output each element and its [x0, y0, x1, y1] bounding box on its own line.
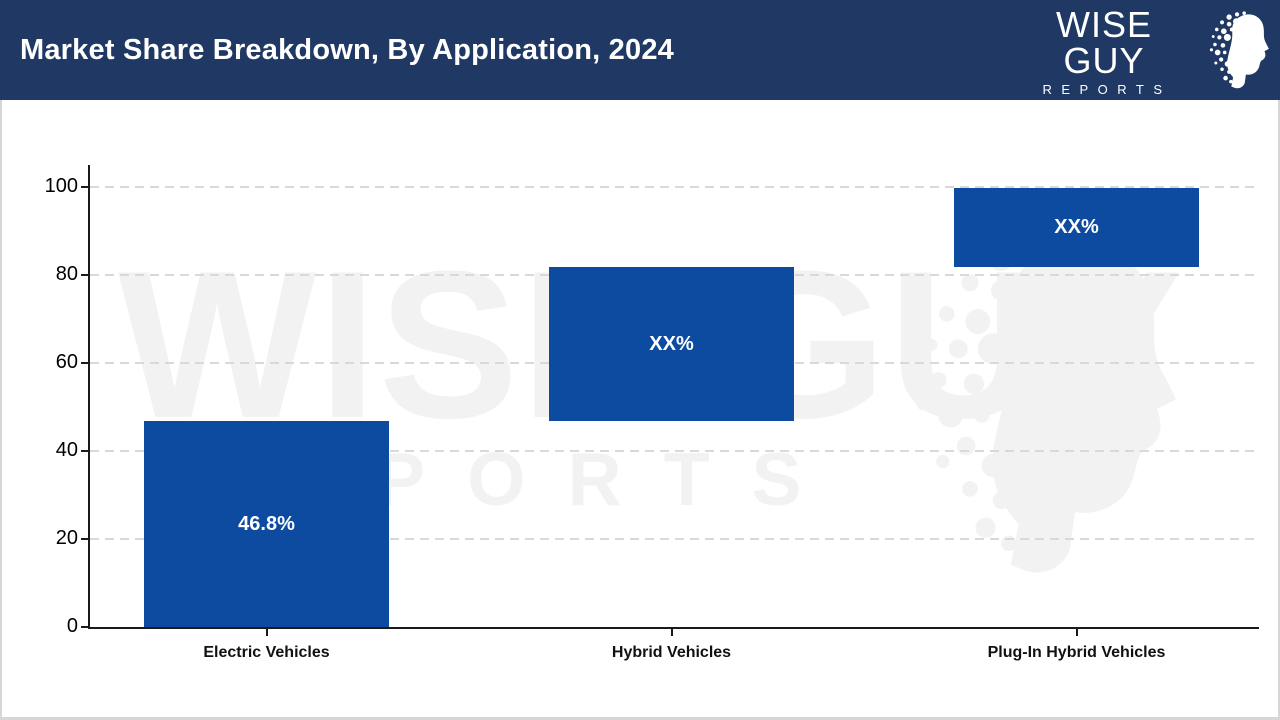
bar-value-label: XX%	[649, 332, 694, 355]
chart-area: WISE GUY REPORTS 02040608010046.8%Electr…	[0, 100, 1280, 720]
y-axis-tick-label: 20	[55, 527, 78, 549]
bar-2: XX%	[954, 187, 1199, 268]
bar-value-label: 46.8%	[238, 512, 295, 535]
bar-value-label: XX%	[1054, 215, 1099, 238]
brand-subtitle: REPORTS	[1042, 82, 1172, 97]
bar-0: 46.8%	[144, 421, 389, 627]
gridline-40	[90, 450, 1259, 452]
y-axis-tick-label: 100	[44, 175, 78, 197]
gridline-20	[90, 538, 1259, 540]
x-axis-category-label: Plug-In Hybrid Vehicles	[987, 644, 1166, 661]
brand-head-icon	[1209, 11, 1269, 89]
x-axis-category-label: Hybrid Vehicles	[611, 644, 732, 661]
bar-1: XX%	[549, 267, 794, 422]
x-axis-category-label: Electric Vehicles	[203, 644, 330, 661]
y-axis-tick-mark	[81, 274, 88, 276]
y-axis-tick-mark	[81, 362, 88, 364]
brand-logo-text: WISE GUY REPORTS	[1020, 4, 1188, 98]
x-axis-tick-mark	[1075, 629, 1078, 636]
x-axis-tick-mark	[265, 629, 268, 636]
y-axis-tick-label: 40	[55, 439, 78, 461]
y-axis-line	[88, 165, 90, 629]
brand-logo: WISE GUY REPORTS	[1020, 4, 1270, 98]
y-axis-tick-mark	[81, 538, 88, 540]
y-axis-tick-label: 0	[66, 615, 78, 637]
chart-title: Market Share Breakdown, By Application, …	[20, 33, 674, 66]
gridline-100	[90, 186, 1259, 188]
y-axis-tick-mark	[81, 450, 88, 452]
watermark-head-icon	[916, 234, 1177, 573]
y-axis-tick-label: 80	[55, 263, 78, 285]
x-axis-line	[88, 627, 1259, 629]
header-bar: Market Share Breakdown, By Application, …	[0, 0, 1280, 100]
x-axis-tick-mark	[670, 629, 673, 636]
brand-name: WISE GUY	[1055, 4, 1152, 81]
y-axis-tick-mark	[81, 626, 88, 628]
y-axis-tick-label: 60	[55, 351, 78, 373]
y-axis-tick-mark	[81, 186, 88, 188]
